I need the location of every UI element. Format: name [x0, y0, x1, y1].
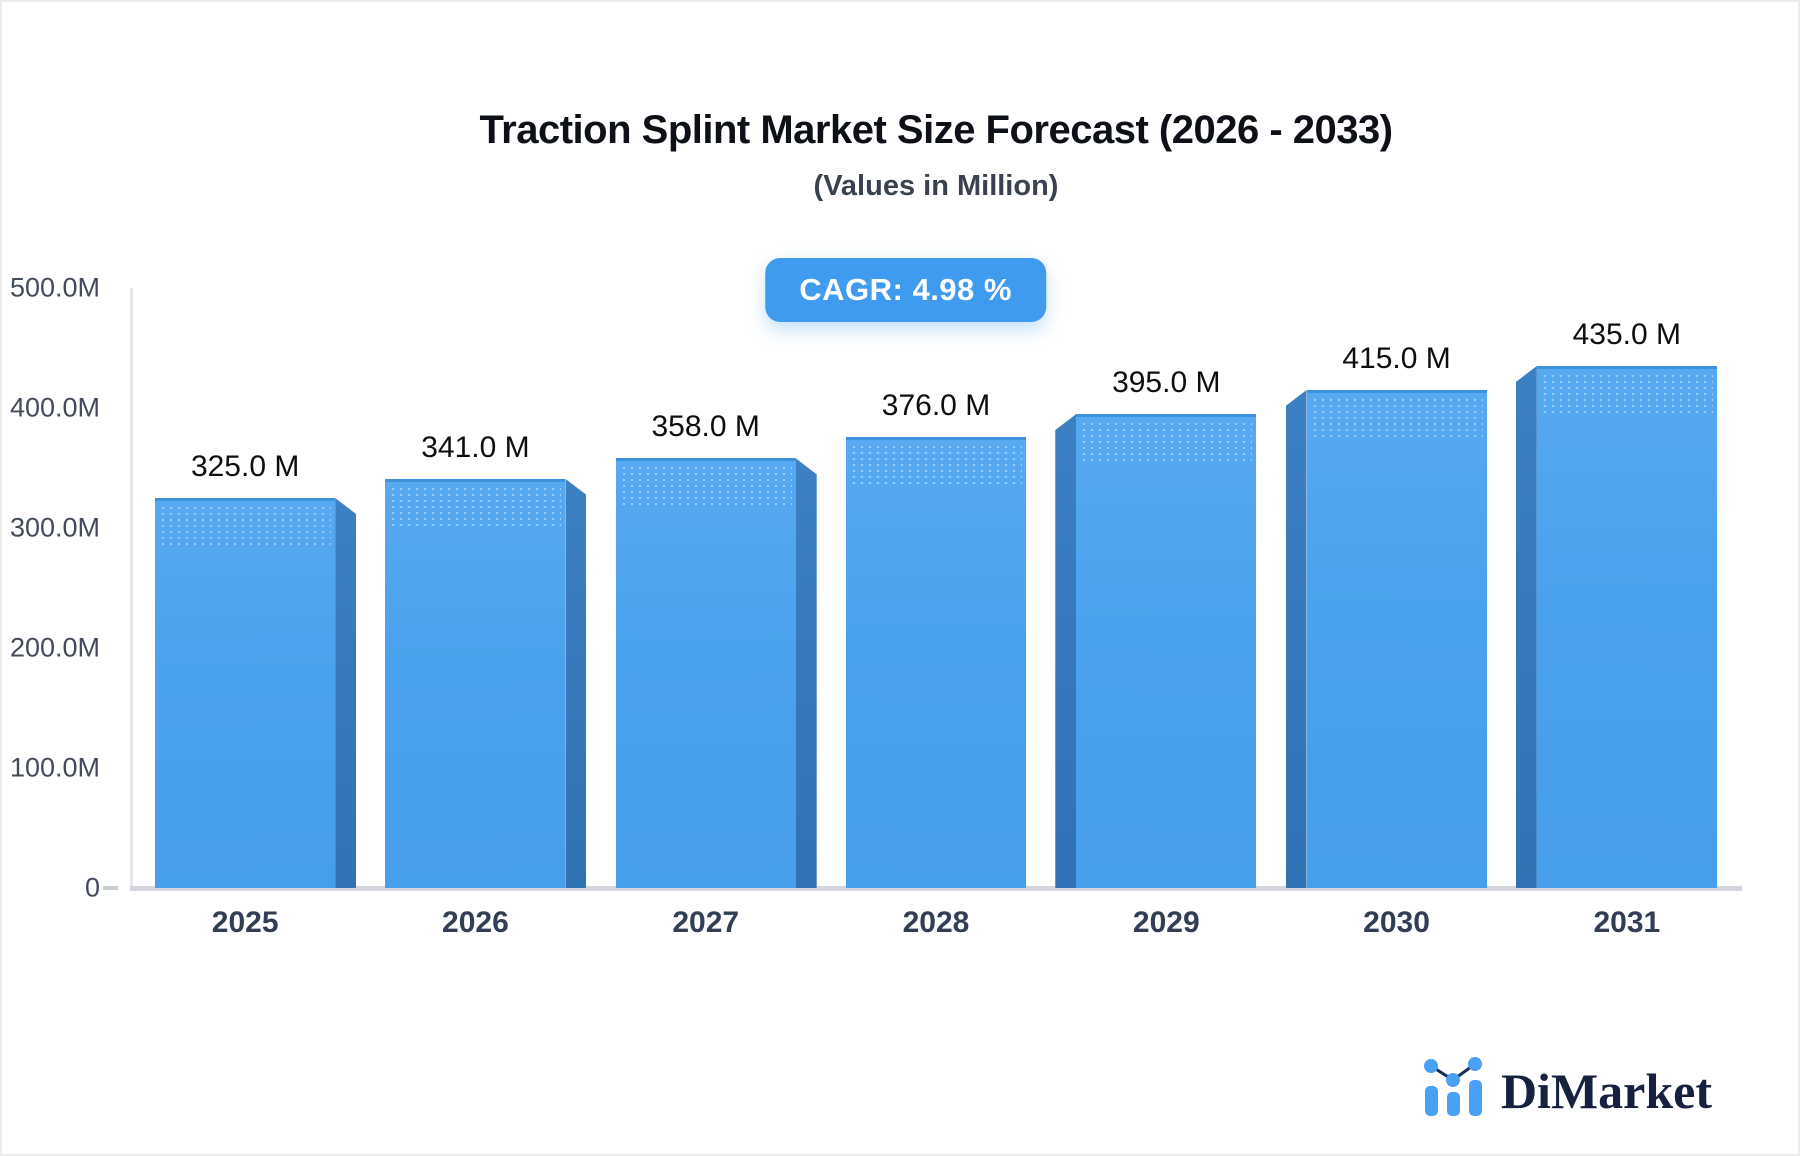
- bar-side-face: [1055, 414, 1077, 888]
- x-axis-label: 2030: [1363, 906, 1430, 939]
- bar-value-label: 395.0 M: [1112, 366, 1221, 399]
- bar-2027: [615, 458, 817, 888]
- bar-slot: 325.0 M 2025: [130, 288, 360, 939]
- bar-side-face: [1285, 390, 1307, 888]
- bar-side-face: [795, 458, 817, 888]
- y-tick-label: 0: [84, 872, 100, 903]
- x-axis-label: 2029: [1132, 906, 1200, 939]
- bar-slot: 341.0 M 2026: [360, 288, 590, 939]
- bar-value-label: 376.0 M: [881, 388, 991, 422]
- brand-name: DiMarket: [1500, 1063, 1712, 1119]
- x-axis-baseline: [130, 886, 1742, 891]
- bar-texture: [389, 485, 562, 528]
- y-tick-label: 100.0M: [9, 752, 100, 783]
- bar-slot: 376.0 M 2028: [821, 288, 1051, 939]
- chart-title: Traction Splint Market Size Forecast (20…: [479, 108, 1393, 152]
- bar-texture: [619, 465, 792, 508]
- y-tick-label: 300.0M: [9, 512, 100, 543]
- bar-side-face: [1515, 366, 1537, 888]
- bar-2031: [1515, 366, 1717, 888]
- bar-2030: [1285, 390, 1487, 888]
- x-axis-label: 2025: [211, 906, 279, 939]
- y-axis: 500.0M 400.0M 300.0M 200.0M 100.0M 0: [0, 273, 118, 903]
- x-axis-label: 2026: [442, 906, 509, 939]
- bar-slot: 358.0 M 2027: [591, 288, 821, 939]
- zero-tick-mark: [103, 886, 118, 890]
- bar-slot: 415.0 M 2030: [1281, 288, 1511, 939]
- bar-2028: [845, 436, 1026, 888]
- plot-area: 325.0 M 2025 341.0 M 2026 358.0 M 2027 376.0 M…: [130, 288, 1742, 939]
- cagr-badge: CAGR: 4.98 %: [765, 258, 1046, 322]
- y-tick-label: 200.0M: [9, 632, 100, 663]
- bar-side-face: [335, 498, 357, 888]
- bar-texture: [1540, 373, 1713, 415]
- y-axis-line: [130, 288, 133, 888]
- chart-subtitle: (Values in Million): [813, 170, 1059, 202]
- bar-texture: [159, 505, 332, 547]
- y-tick-label: 400.0M: [9, 392, 100, 423]
- bar-value-label: 435.0 M: [1572, 318, 1682, 351]
- brand-logo: DiMarket: [1421, 1056, 1712, 1116]
- bar-side-face: [565, 478, 587, 888]
- bar-texture: [849, 443, 1022, 486]
- bar-line-chart-icon: [1421, 1056, 1487, 1116]
- bar-value-label: 341.0 M: [421, 430, 530, 464]
- y-tick-label: 500.0M: [9, 272, 100, 303]
- x-axis-label: 2028: [902, 906, 970, 939]
- bar-texture: [1310, 397, 1483, 439]
- bar-2026: [385, 478, 587, 888]
- x-axis-label: 2027: [672, 906, 740, 939]
- bar-value-label: 325.0 M: [190, 450, 300, 483]
- bar-2025: [155, 498, 357, 888]
- bar-texture: [1080, 421, 1253, 463]
- bar-2029: [1055, 414, 1257, 888]
- bar-slot: 395.0 M 2029: [1051, 288, 1281, 939]
- bar-value-label: 415.0 M: [1342, 342, 1451, 375]
- x-axis-label: 2031: [1593, 906, 1661, 939]
- bar-slot: 435.0 M 2031: [1512, 288, 1742, 939]
- bar-value-label: 358.0 M: [651, 410, 760, 444]
